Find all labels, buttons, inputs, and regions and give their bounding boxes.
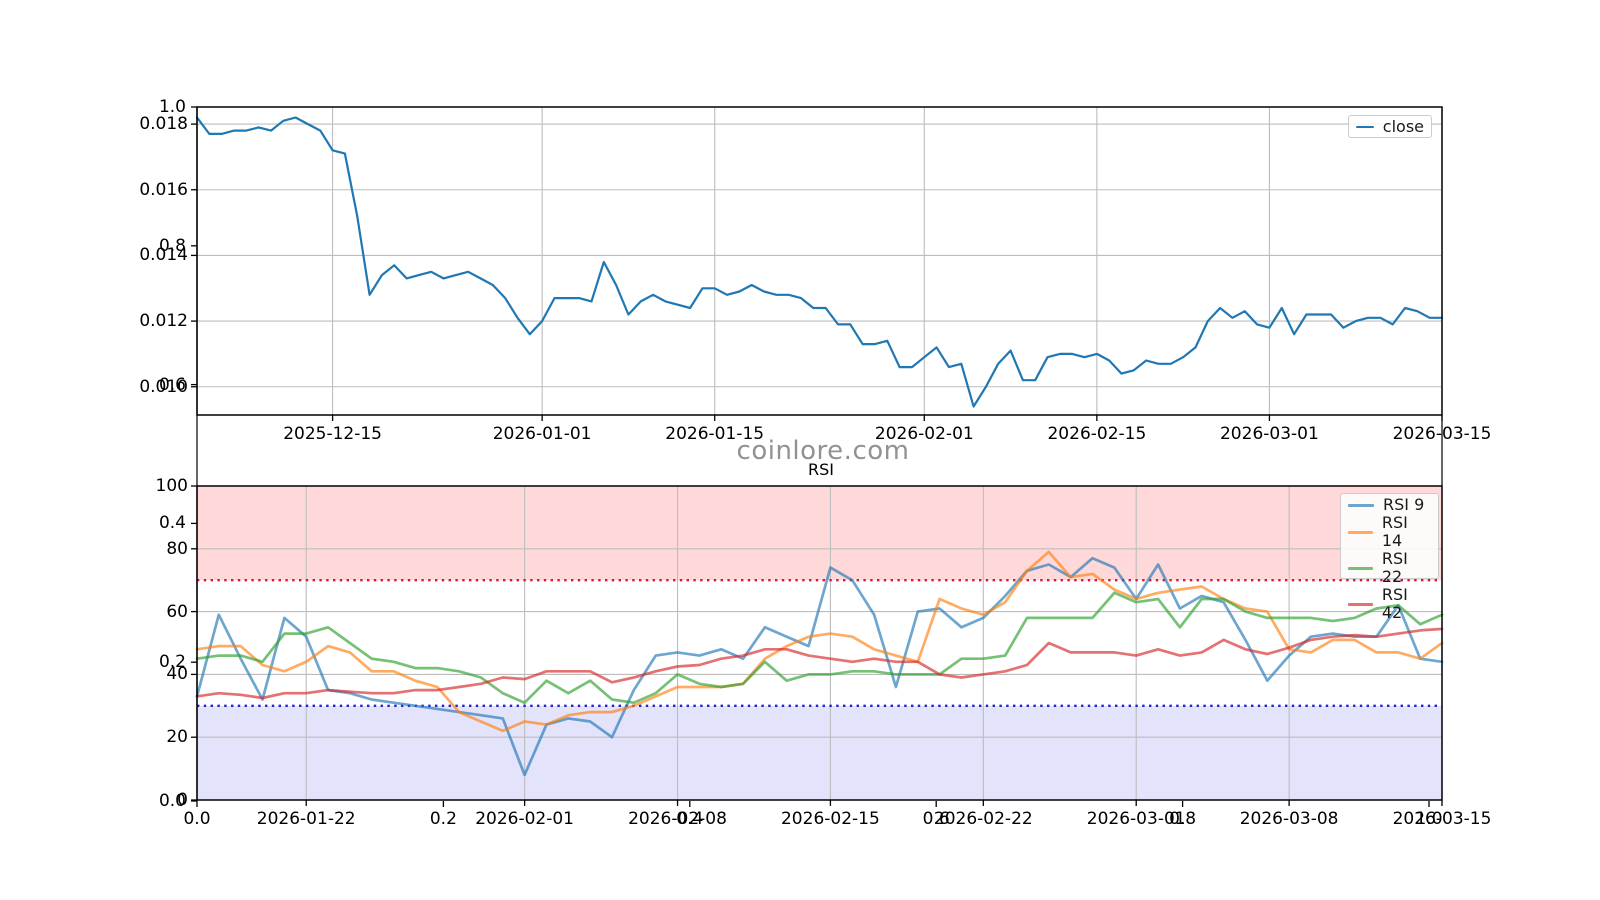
price-x-tick-label: 2025-12-15 bbox=[283, 424, 382, 444]
legend-line-sample bbox=[1348, 503, 1374, 507]
close-line bbox=[195, 116, 1444, 408]
ghost-x-tick-label: 1.0 bbox=[1415, 809, 1443, 829]
ghost-x-tick-label: 0.4 bbox=[676, 809, 704, 829]
price-x-tick-label: 2026-02-15 bbox=[1047, 424, 1147, 444]
legend-line-sample bbox=[1348, 530, 1373, 534]
price-x-tick-label: 2026-03-01 bbox=[1219, 424, 1319, 444]
rsi-x-tick-label: 2026-02-15 bbox=[780, 809, 880, 829]
rsi-x-tick-label: 2026-01-22 bbox=[256, 809, 356, 829]
price-y-tick-label: 0.010 bbox=[139, 376, 188, 397]
rsi-y-tick-label: 20 bbox=[166, 727, 188, 748]
rsi-x-tick-label: 2026-02-22 bbox=[933, 809, 1033, 829]
price-y-tick-label: 0.016 bbox=[139, 179, 188, 200]
rsi-x-tick-label: 2026-03-15 bbox=[1392, 809, 1492, 829]
ghost-y-tick-label: 0.8 bbox=[158, 235, 186, 256]
rsi-y-tick-label: 80 bbox=[166, 538, 188, 559]
legend-label: RSI 42 bbox=[1381, 585, 1408, 622]
ghost-x-tick-label: 0.8 bbox=[1169, 809, 1197, 829]
rsi-x-tick-label: 2026-02-01 bbox=[475, 809, 574, 829]
price-x-tick-label: 2026-01-01 bbox=[492, 424, 592, 444]
legend-label: RSI 22 bbox=[1381, 549, 1408, 586]
legend-line-sample bbox=[1356, 125, 1374, 129]
rsi-x-tick-label: 2026-03-08 bbox=[1239, 809, 1339, 829]
ghost-x-tick-label: 0.0 bbox=[183, 809, 211, 829]
ghost-y-tick-label: 1.0 bbox=[158, 97, 186, 117]
legend-line-sample bbox=[1348, 602, 1373, 606]
ghost-x-tick-label: 0.2 bbox=[429, 809, 457, 829]
legend-item: RSI 9 bbox=[1348, 496, 1431, 514]
watermark: coinlore.com bbox=[736, 436, 910, 466]
legend-label: RSI 14 bbox=[1381, 513, 1408, 550]
ghost-y-tick-label: 0.6 bbox=[158, 374, 186, 395]
legend-item: RSI 42 bbox=[1348, 586, 1431, 622]
rsi9-line bbox=[195, 556, 1444, 777]
rsi-legend: RSI 9 RSI 14 RSI 22 RSI 42 bbox=[1340, 493, 1439, 622]
legend-label: RSI 9 bbox=[1383, 495, 1425, 514]
rsi-y-tick-label: 100 bbox=[155, 476, 188, 496]
ghost-y-tick-label: 0.4 bbox=[158, 513, 186, 534]
rsi-chart-title: RSI bbox=[808, 460, 834, 479]
price-x-tick-label: 2026-02-01 bbox=[874, 424, 974, 444]
price-legend: close bbox=[1348, 115, 1432, 138]
price-y-tick-label: 0.014 bbox=[139, 245, 188, 266]
legend-item: RSI 22 bbox=[1348, 550, 1431, 586]
ghost-x-tick-label: 0.6 bbox=[922, 809, 950, 829]
rsi42-line bbox=[195, 627, 1444, 700]
rsi22-line bbox=[195, 591, 1444, 705]
price-x-tick-label: 2026-03-15 bbox=[1392, 424, 1492, 444]
overbought-band bbox=[197, 486, 1442, 581]
rsi-y-tick-label: 40 bbox=[166, 664, 188, 685]
ghost-y-tick-label: 0.2 bbox=[158, 652, 186, 673]
rsi-y-tick-label: 0 bbox=[177, 790, 188, 810]
price-plot-border bbox=[196, 106, 1443, 416]
rsi-x-tick-label: 2026-02-08 bbox=[628, 809, 727, 829]
rsi-y-tick-label: 60 bbox=[166, 601, 188, 622]
price-x-tick-label: 2026-01-15 bbox=[665, 424, 765, 444]
legend-label: close bbox=[1382, 117, 1424, 136]
legend-line-sample bbox=[1348, 566, 1373, 570]
oversold-band bbox=[197, 705, 1442, 800]
ghost-y-tick-label: 0.0 bbox=[158, 791, 186, 811]
price-y-tick-label: 0.018 bbox=[139, 114, 188, 135]
legend-item: close bbox=[1356, 118, 1424, 136]
price-y-tick-label: 0.012 bbox=[139, 311, 188, 332]
legend-item: RSI 14 bbox=[1348, 514, 1431, 550]
rsi-x-tick-label: 2026-03-01 bbox=[1086, 809, 1186, 829]
